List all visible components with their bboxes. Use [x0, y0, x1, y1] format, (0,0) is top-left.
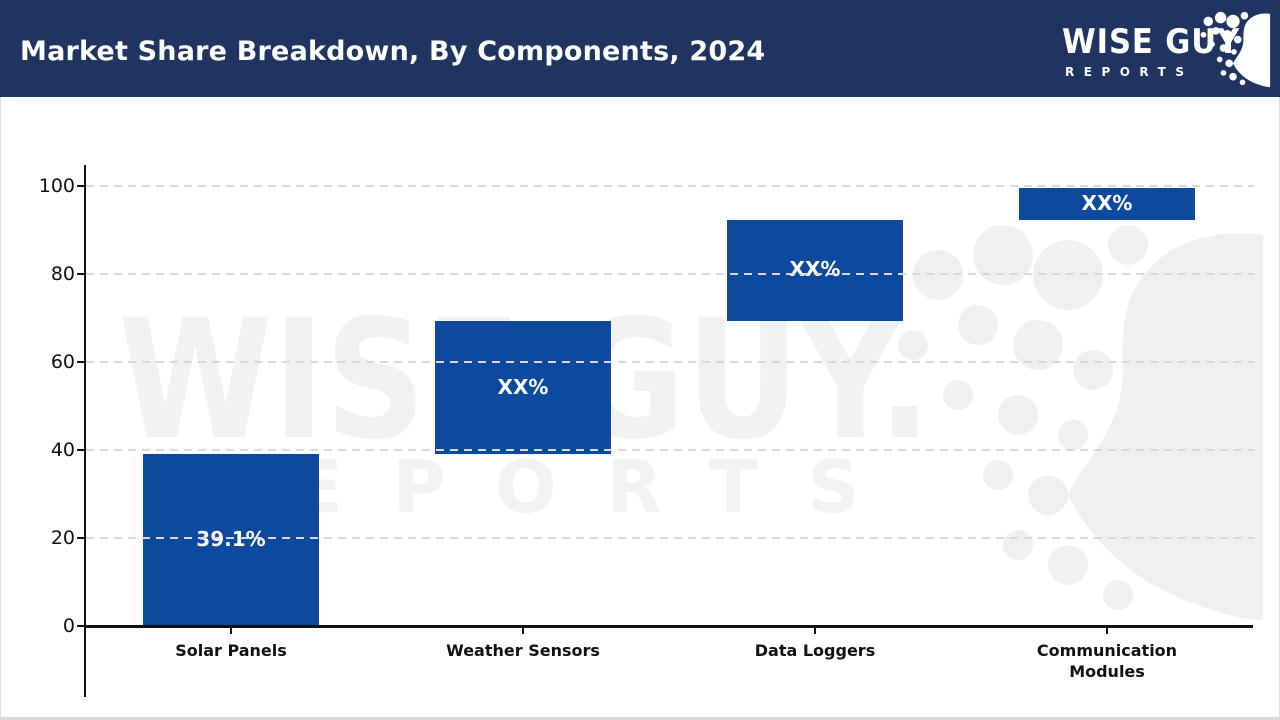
x-axis-line [84, 625, 1253, 628]
y-tick-label-0: 0 [62, 615, 75, 637]
y-tick-label-20: 20 [50, 527, 75, 549]
brand-logo: WISE GUY REPORTS [1022, 8, 1272, 90]
y-tick-20 [77, 537, 85, 539]
chart-area: WISE GUY. REPORTS 0 20 40 60 80 100 39.1% XX% X… [0, 97, 1280, 720]
logo-head-icon [1200, 11, 1271, 88]
gridline-60 [86, 361, 1254, 363]
x-category-label: Communication Modules [1036, 641, 1178, 681]
brand-subname: REPORTS [1065, 65, 1194, 79]
x-tick-4 [1106, 626, 1108, 634]
bar-value-label: XX% [789, 257, 841, 282]
y-axis-line [84, 165, 86, 697]
x-tick-2 [522, 626, 524, 634]
watermark-head-icon [898, 225, 1263, 620]
x-tick-3 [814, 626, 816, 634]
gridline-40 [86, 449, 1254, 451]
brand-logo-text: WISE GUY REPORTS [1062, 22, 1260, 79]
x-category-label: Solar Panels [175, 641, 287, 660]
bar-communication-modules [1019, 187, 1195, 220]
y-tick-label-60: 60 [50, 351, 75, 373]
bar-value-label: XX% [1081, 190, 1133, 215]
bar-value-label: XX% [497, 374, 549, 399]
bar-solar-panels [143, 453, 319, 626]
y-tick-40 [77, 449, 85, 451]
left-edge-line [0, 97, 1, 720]
y-tick-label-80: 80 [50, 263, 75, 285]
y-tick-label-40: 40 [50, 439, 75, 461]
bar-data-loggers [727, 219, 903, 322]
y-tick-label-100: 100 [38, 175, 75, 197]
x-category-label: Weather Sensors [446, 641, 600, 660]
x-category-label: Data Loggers [754, 641, 876, 660]
header-bar: Market Share Breakdown, By Components, 2… [0, 0, 1280, 97]
gridline-20 [86, 537, 1254, 539]
brand-name: WISE GUY [1062, 22, 1241, 62]
y-tick-0 [77, 625, 85, 627]
bottom-edge-line [0, 717, 1280, 720]
x-tick-1 [230, 626, 232, 634]
y-tick-80 [77, 273, 85, 275]
page-title: Market Share Breakdown, By Components, 2… [20, 36, 766, 67]
bar-weather-sensors [435, 321, 611, 454]
y-tick-100 [77, 185, 85, 187]
gridline-80 [86, 273, 1254, 275]
y-tick-60 [77, 361, 85, 363]
gridline-100 [86, 185, 1254, 187]
